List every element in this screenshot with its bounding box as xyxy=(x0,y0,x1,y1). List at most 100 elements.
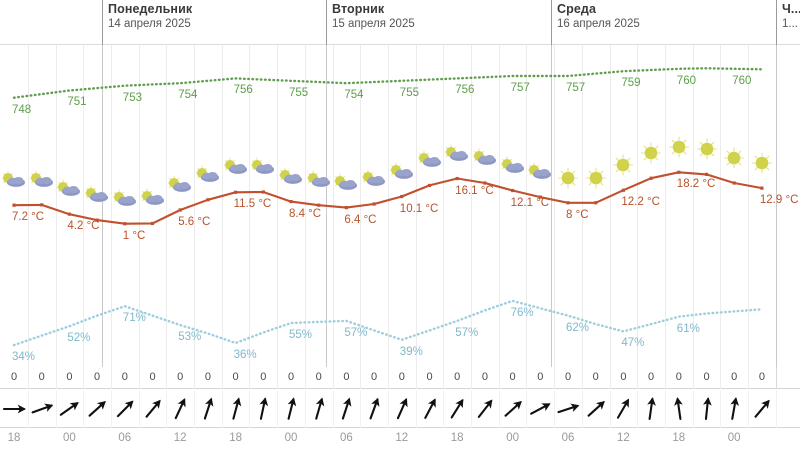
weather-icon-partly-cloudy xyxy=(444,143,470,165)
day-header: Ч... 1... xyxy=(782,2,800,32)
wind-column-divider xyxy=(28,390,29,428)
series-point xyxy=(344,205,348,210)
precip-column-divider xyxy=(720,367,721,389)
time-axis: 18 00 06 12 18 00 06 12 18 00 06 12 18 00 xyxy=(0,429,800,452)
plot-area: 748 751 753 754 756 755 754 755 756 757 757 759 760 7… xyxy=(0,45,800,367)
wind-direction-arrow xyxy=(610,393,636,425)
wind-column-divider xyxy=(305,390,306,428)
precip-column-divider xyxy=(28,367,29,389)
header-divider xyxy=(0,44,800,45)
wind-column-divider xyxy=(582,390,583,428)
wind-direction-arrow xyxy=(500,393,526,425)
precipitation-value: 0 xyxy=(121,371,128,383)
weather-icon-sunny xyxy=(583,167,609,189)
wind-column-divider xyxy=(776,390,777,428)
precip-column-divider xyxy=(83,367,84,389)
wind-direction-arrow xyxy=(721,393,747,425)
precip-column-divider xyxy=(222,367,223,389)
series-point xyxy=(732,181,736,185)
wind-column-divider xyxy=(416,390,417,428)
weather-icon-sunny xyxy=(666,136,692,158)
wind-direction-arrow xyxy=(306,393,332,425)
time-tick-label: 12 xyxy=(173,432,187,444)
precipitation-value: 0 xyxy=(287,371,295,383)
day-separator xyxy=(776,0,777,45)
precip-column-divider xyxy=(194,367,195,389)
day-header: Среда 16 апреля 2025 xyxy=(557,2,640,32)
day-name: Среда xyxy=(557,2,597,16)
time-tick-label: 06 xyxy=(339,432,353,444)
day-header-band: Понедельник 14 апреля 2025 Вторник 15 апрел… xyxy=(0,0,800,45)
time-tick-label: 06 xyxy=(561,432,575,444)
weather-icon-partly-cloudy xyxy=(112,188,138,210)
day-date: 14 апреля 2025 xyxy=(108,18,191,30)
series-point xyxy=(677,170,681,174)
precip-column-divider xyxy=(139,367,140,389)
precipitation-value: 0 xyxy=(177,371,184,383)
time-tick-label: 18 xyxy=(450,432,464,444)
day-separator xyxy=(551,0,552,45)
precipitation-value: 0 xyxy=(204,371,211,383)
precipitation-value: 0 xyxy=(260,371,267,383)
wind-column-divider xyxy=(499,390,500,428)
weather-icon-partly-cloudy xyxy=(361,168,387,190)
day-name: Понедельник xyxy=(108,2,193,16)
series-point xyxy=(704,172,709,176)
series-point xyxy=(372,202,376,206)
precipitation-value: 0 xyxy=(66,371,73,383)
weather-icon-partly-cloudy xyxy=(389,161,415,183)
time-tick-label: 00 xyxy=(727,432,741,444)
series-point xyxy=(455,176,459,181)
wind-direction-arrow xyxy=(278,393,304,425)
wind-direction-arrow xyxy=(583,393,609,425)
series-point xyxy=(178,208,182,212)
wind-direction-arrow xyxy=(1,393,27,425)
precipitation-value: 0 xyxy=(398,371,405,383)
wind-direction-arrow xyxy=(444,393,470,425)
weather-icon-partly-cloudy xyxy=(29,169,55,191)
day-name: Вторник xyxy=(332,2,385,16)
precipitation-value: 0 xyxy=(94,371,101,383)
wind-column-divider xyxy=(471,390,472,428)
wind-column-divider xyxy=(83,390,84,428)
precipitation-value: 0 xyxy=(149,371,156,383)
precipitation-value: 0 xyxy=(509,371,516,383)
wind-direction-arrow xyxy=(527,393,553,425)
precip-column-divider xyxy=(277,367,278,389)
precipitation-value: 0 xyxy=(537,371,544,383)
wind-direction-arrow xyxy=(195,393,221,425)
precip-column-divider xyxy=(416,367,417,389)
weather-icon-partly-cloudy xyxy=(500,155,526,177)
precip-column-divider xyxy=(776,367,777,389)
precip-column-divider xyxy=(305,367,306,389)
weather-icon-partly-cloudy xyxy=(1,169,27,191)
precip-column-divider xyxy=(665,367,666,389)
plot-svg xyxy=(12,45,777,367)
weather-icon-partly-cloudy xyxy=(167,174,193,196)
series-line-pressure xyxy=(12,67,764,99)
precip-column-divider xyxy=(610,367,611,389)
precip-column-divider xyxy=(388,367,389,389)
series-point xyxy=(206,198,210,202)
wind-direction-arrow xyxy=(140,393,166,425)
wind-column-divider xyxy=(665,390,666,428)
time-tick-label: 12 xyxy=(616,432,630,444)
wind-direction-arrow xyxy=(56,393,82,425)
wind-row xyxy=(0,390,800,428)
weather-icon-partly-cloudy xyxy=(306,169,332,191)
weather-icon-sunny xyxy=(694,138,720,160)
precip-bottom-rule xyxy=(0,388,800,389)
weather-icon-partly-cloudy xyxy=(250,156,276,178)
series-point xyxy=(150,221,155,226)
precip-column-divider xyxy=(360,367,361,389)
wind-column-divider xyxy=(526,390,527,428)
precipitation-value: 0 xyxy=(731,371,738,383)
series-point xyxy=(95,218,99,222)
weather-icon-sunny xyxy=(749,152,775,174)
precipitation-value: 0 xyxy=(703,371,710,383)
time-tick-label: 12 xyxy=(395,432,409,444)
wind-direction-arrow xyxy=(417,393,443,425)
precip-column-divider xyxy=(56,367,57,389)
series-point xyxy=(67,212,71,216)
